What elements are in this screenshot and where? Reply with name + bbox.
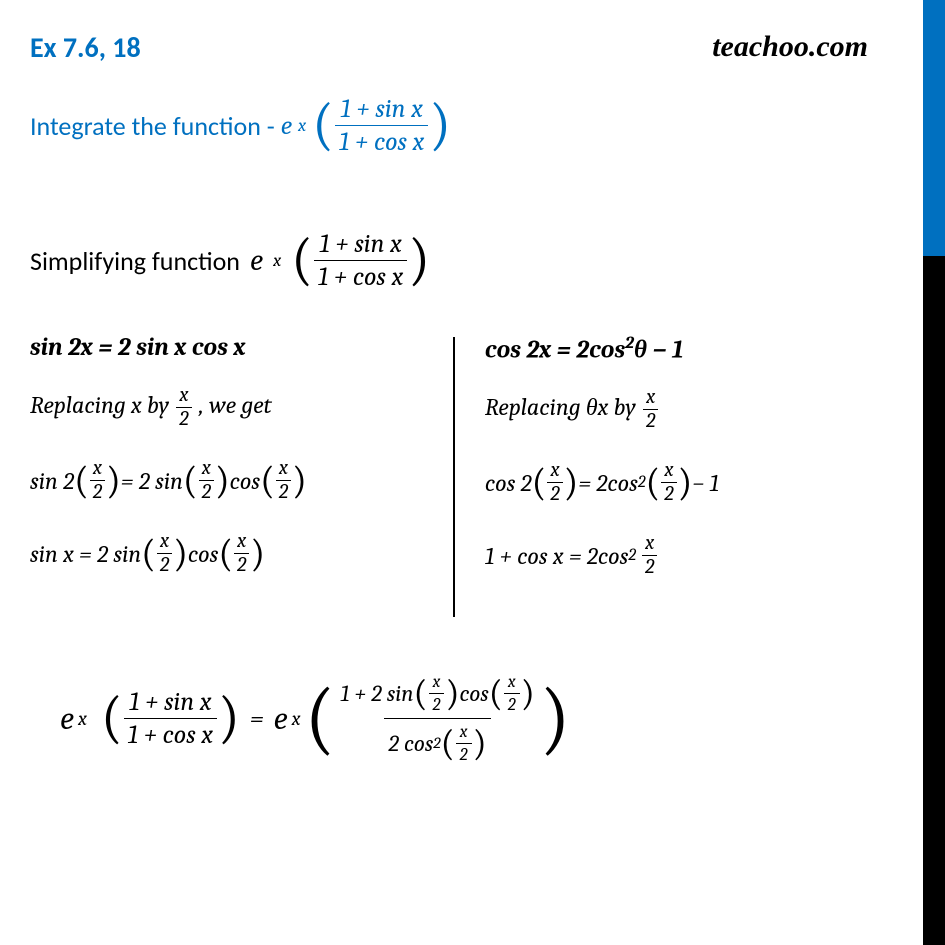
- sidebar-black: [923, 256, 945, 945]
- left-line-2: sin x = 2 sin x2 cos x2: [30, 530, 433, 577]
- right-column: cos 2x = 2cos2θ − 1 Replacing θx by x2 c…: [455, 333, 878, 617]
- simplify-frac: 1 + sin x 1 + cos x: [314, 229, 407, 292]
- problem-prefix: Integrate the function -: [30, 110, 275, 142]
- problem-paren: 1 + sin x 1 + cos x: [312, 93, 451, 158]
- left-replacing: Replacing x by x2 , we get: [30, 384, 433, 431]
- final-equation: ex 1 + sin x 1 + cos x = ex 1 + 2 sin x2…: [30, 672, 878, 765]
- simplify-exp: x: [273, 250, 281, 271]
- problem-frac: 1 + sin x 1 + cos x: [335, 94, 428, 157]
- problem-exp: x: [298, 115, 306, 136]
- sidebar-blue: [923, 0, 945, 256]
- simplify-prefix: Simplifying function: [30, 245, 240, 277]
- problem-e: e: [281, 111, 292, 141]
- simplify-num: 1 + sin x: [315, 229, 405, 260]
- right-line-1: cos 2 x2 = 2cos2 x2 − 1: [485, 459, 878, 506]
- left-line-1: sin 2 x2 = 2 sin x2 cos x2: [30, 457, 433, 504]
- problem-num: 1 + sin x: [336, 94, 426, 125]
- simplify-den: 1 + cos x: [314, 260, 407, 292]
- header: Ex 7.6, 18 teachoo.com: [30, 30, 878, 65]
- final-lhs-paren: 1 + sin x 1 + cos x: [101, 686, 240, 751]
- simplify-e: e: [250, 243, 263, 278]
- problem-den: 1 + cos x: [335, 125, 428, 157]
- problem-statement: Integrate the function - ex 1 + sin x 1 …: [30, 93, 878, 158]
- final-rhs-paren: 1 + 2 sin x2 cos x2 2 cos2 x2: [305, 672, 571, 765]
- right-replacing: Replacing θx by x2: [485, 386, 878, 433]
- left-half-1: x2: [176, 384, 191, 431]
- left-column: sin 2x = 2 sin x cos x Replacing x by x2…: [30, 333, 453, 617]
- left-repl-b: , we get: [194, 391, 272, 419]
- left-repl-a: Replacing x by: [30, 391, 174, 419]
- page-content: Ex 7.6, 18 teachoo.com Integrate the fun…: [0, 0, 918, 785]
- identity-columns: sin 2x = 2 sin x cos x Replacing x by x2…: [30, 333, 878, 617]
- right-identity: cos 2x = 2cos2θ − 1: [485, 333, 878, 364]
- exercise-title: Ex 7.6, 18: [30, 30, 141, 65]
- left-identity: sin 2x = 2 sin x cos x: [30, 333, 433, 362]
- simplify-paren: 1 + sin x 1 + cos x: [291, 228, 430, 293]
- simplify-line: Simplifying function ex 1 + sin x 1 + co…: [30, 228, 878, 293]
- right-line-2: 1 + cos x = 2cos2 x2: [485, 532, 878, 579]
- brand-logo: teachoo.com: [712, 30, 878, 64]
